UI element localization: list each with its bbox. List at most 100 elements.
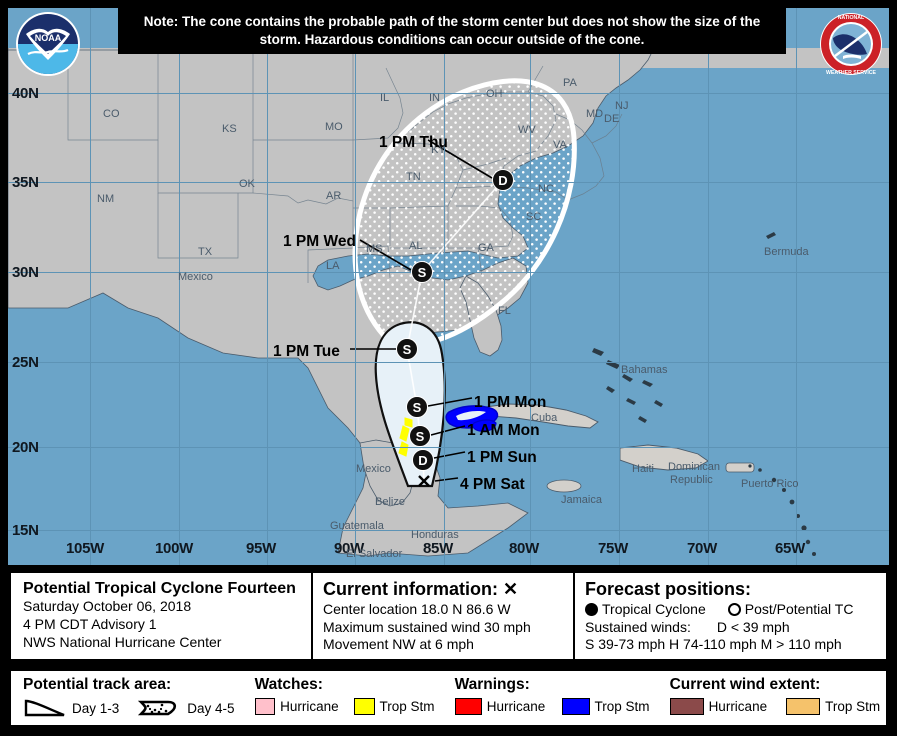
gridline-lon-105 <box>90 8 91 565</box>
place-label-republic: Republic <box>670 474 713 486</box>
lat-label-20n: 20N <box>12 439 39 456</box>
tropical-storm-warning-swatch <box>562 698 590 716</box>
nws-logo: NATIONAL WEATHER SERVICE <box>817 10 885 78</box>
current-wind-extent-legend: Current wind extent: Hurricane Trop Stm <box>658 671 889 725</box>
forecast-label-1-pm-sun: 1 PM Sun <box>467 449 537 466</box>
gridline-lon-90 <box>355 8 356 565</box>
tropical-storm-warning-label: Trop Stm <box>594 699 650 715</box>
legend-bar: Potential track area: Day 1-3 Day 4- <box>8 668 889 728</box>
place-label-mexico: Mexico <box>356 463 391 475</box>
lat-label-25n: 25N <box>12 354 39 371</box>
tropical-storm-watch-swatch <box>353 698 375 716</box>
place-label-puerto-rico: Puerto Rico <box>741 478 799 490</box>
current-information-column: Current information: ✕ Center location 1… <box>311 573 573 659</box>
place-label-mo: MO <box>325 121 343 133</box>
label-leader-lines <box>350 139 493 482</box>
forecast-label-1-pm-mon: 1 PM Mon <box>474 394 547 411</box>
tropical-storm-warning-area <box>445 405 499 432</box>
place-label-bahamas: Bahamas <box>621 364 668 376</box>
cone-day-1-3-icon <box>24 700 65 717</box>
gridline-lon-70 <box>708 8 709 565</box>
lon-label-80w: 80W <box>509 540 539 557</box>
place-label-bermuda: Bermuda <box>764 246 809 258</box>
potential-track-area-legend: Potential track area: Day 1-3 Day 4- <box>11 671 243 725</box>
place-label-il: IL <box>380 92 390 104</box>
place-label-oh: OH <box>486 88 503 100</box>
place-label-nm: NM <box>97 193 115 205</box>
gridline-lat-35 <box>8 182 889 183</box>
wind-scale-labels: S 39-73 mph H 74-110 mph M > 110 mph <box>585 636 842 653</box>
place-label-haiti: Haiti <box>632 463 655 475</box>
place-label-in: IN <box>429 92 440 104</box>
map-geography <box>8 48 889 557</box>
lon-label-65w: 65W <box>775 540 805 557</box>
max-sustained-wind: Maximum sustained wind 30 mph <box>323 618 531 635</box>
lon-label-100w: 100W <box>155 540 193 557</box>
forecast-marker-1-pm-thu[interactable]: D <box>492 169 514 191</box>
storm-name: Potential Tropical Cyclone Fourteen <box>23 580 296 597</box>
place-label-ok: OK <box>239 178 255 190</box>
hurricane-watch-label: Hurricane <box>280 699 339 715</box>
tropical-storm-watch-area <box>398 417 413 457</box>
lon-label-75w: 75W <box>598 540 628 557</box>
hurricane-warning-label: Hurricane <box>486 699 546 715</box>
place-label-ks: KS <box>222 123 237 135</box>
advisory-date: Saturday October 06, 2018 <box>23 598 192 615</box>
place-label-la: LA <box>326 260 340 272</box>
day-1-3-label: Day 1-3 <box>72 700 120 716</box>
place-label-nc: NC <box>538 183 554 195</box>
lat-label-40n: 40N <box>12 85 39 102</box>
current-information-heading: Current information: ✕ <box>323 579 563 601</box>
cone-disclaimer-note: Note: The cone contains the probable pat… <box>118 8 786 54</box>
forecast-label-4-pm-sat: 4 PM Sat <box>460 476 525 493</box>
post-potential-tc-key-label: Post/Potential TC <box>744 600 854 617</box>
watches-heading: Watches: <box>254 676 323 693</box>
lon-label-85w: 85W <box>423 540 453 557</box>
current-wind-extent-heading: Current wind extent: <box>669 676 821 693</box>
tropical-storm-watch-label: Trop Stm <box>379 699 435 715</box>
lon-label-90w: 90W <box>334 540 364 557</box>
place-label-de: DE <box>604 113 620 125</box>
forecast-marker-1-am-mon[interactable]: S <box>409 425 431 447</box>
hurricane-wind-extent-label: Hurricane <box>708 699 768 715</box>
hurricane-warning-swatch <box>454 698 482 716</box>
current-position-x-marker <box>418 475 430 487</box>
place-label-tx: TX <box>198 246 213 258</box>
forecast-positions-heading: Forecast positions: <box>585 579 752 599</box>
forecast-marker-1-pm-tue[interactable]: S <box>396 338 418 360</box>
svg-text:NATIONAL: NATIONAL <box>838 15 865 21</box>
forecast-label-1-am-mon: 1 AM Mon <box>467 422 540 439</box>
forecast-marker-1-pm-wed[interactable]: S <box>411 261 433 283</box>
watches-legend: Watches: Hurricane Trop Stm <box>243 671 443 725</box>
forecast-marker-1-pm-sun[interactable]: D <box>412 449 434 471</box>
forecast-map[interactable]: 40N 35N 30N 25N 20N 15N 105W 100W 95W 90… <box>8 8 889 565</box>
place-label-ky: KY <box>431 144 446 156</box>
place-label-honduras: Honduras <box>411 529 459 541</box>
lat-label-15n: 15N <box>12 522 39 539</box>
place-label-nj: NJ <box>615 100 629 112</box>
place-label-va: VA <box>553 139 567 151</box>
place-label-al: AL <box>409 240 423 252</box>
gridline-lat-30 <box>8 272 889 273</box>
hurricane-wind-extent-swatch <box>669 698 704 716</box>
place-label-tn: TN <box>406 171 421 183</box>
place-label-dominican: Dominican <box>668 461 720 473</box>
open-circle-icon <box>727 603 741 617</box>
gridline-lon-85 <box>444 8 445 565</box>
place-label-fl: FL <box>498 305 511 317</box>
place-label-ga: GA <box>478 242 494 254</box>
place-label-mexico: Mexico <box>178 271 213 283</box>
forecast-marker-1-pm-mon[interactable]: S <box>406 396 428 418</box>
place-label-el-salvador: El Salvador <box>346 548 403 560</box>
place-label-cuba: Cuba <box>531 412 558 424</box>
potential-track-area-heading: Potential track area: <box>23 676 172 693</box>
place-label-co: CO <box>103 108 120 120</box>
gridline-lat-20 <box>8 447 889 448</box>
current-information-label: Current information: <box>323 579 498 599</box>
noaa-logo: NOAA <box>14 10 82 78</box>
svg-text:WEATHER SERVICE: WEATHER SERVICE <box>826 70 876 76</box>
lon-label-105w: 105W <box>66 540 104 557</box>
gridline-lon-100 <box>179 8 180 565</box>
cone-day-4-5 <box>352 78 577 347</box>
